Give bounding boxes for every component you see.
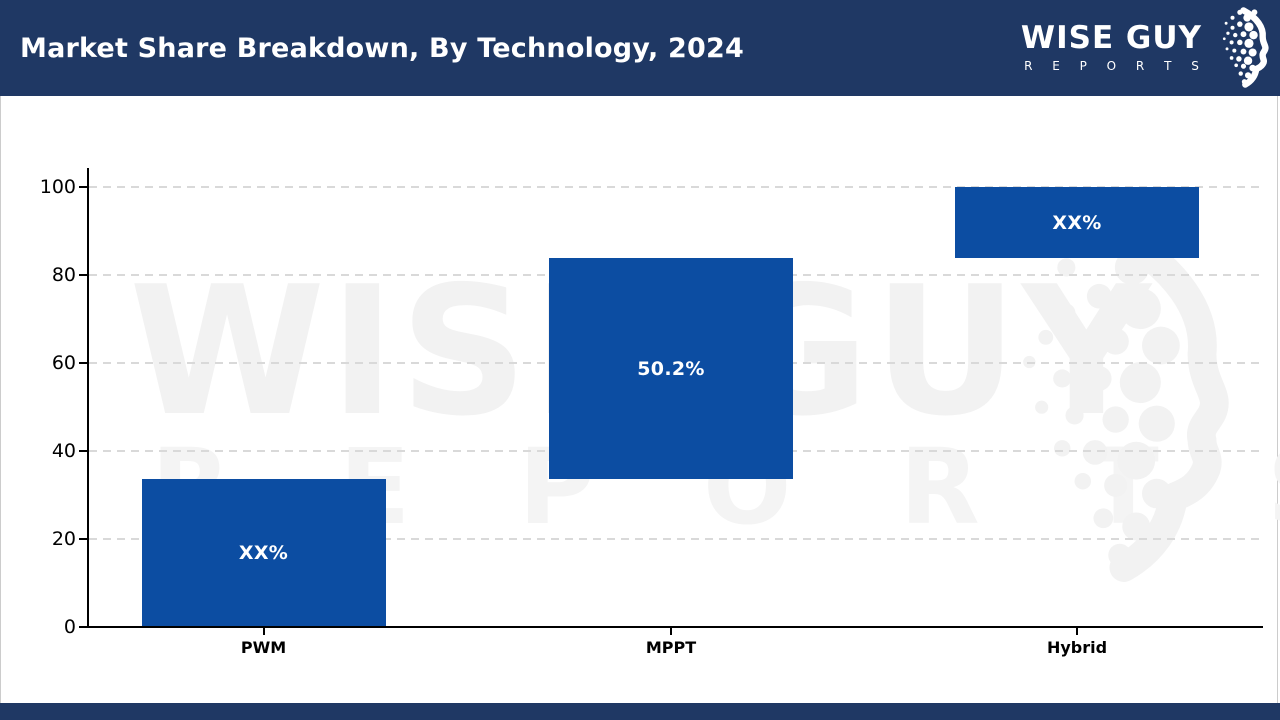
header-bar: Market Share Breakdown, By Technology, 2… bbox=[0, 0, 1280, 96]
x-axis-category-label: PWM bbox=[240, 638, 287, 657]
bar-pwm: XX% bbox=[141, 479, 386, 627]
x-axis-category-label: MPPT bbox=[645, 638, 697, 657]
y-tick-mark bbox=[79, 274, 87, 276]
y-axis-tick-label: 20 bbox=[51, 528, 76, 550]
y-axis-tick-label: 60 bbox=[51, 352, 76, 374]
y-tick-mark bbox=[79, 362, 87, 364]
footer-bar bbox=[0, 703, 1280, 720]
x-axis-line bbox=[87, 626, 1263, 628]
bar-value-label: XX% bbox=[238, 542, 289, 565]
y-axis-tick-label: 100 bbox=[39, 176, 76, 198]
x-axis-category-label: Hybrid bbox=[1046, 638, 1108, 657]
y-tick-mark bbox=[79, 538, 87, 540]
x-tick-mark bbox=[1076, 627, 1078, 635]
bar-hybrid: XX% bbox=[955, 187, 1199, 259]
y-tick-mark bbox=[79, 626, 87, 628]
x-tick-mark bbox=[670, 627, 672, 635]
y-axis-tick-label: 80 bbox=[51, 264, 76, 286]
y-axis-tick-label: 40 bbox=[51, 440, 76, 462]
y-tick-mark bbox=[79, 186, 87, 188]
gridline-20 bbox=[89, 538, 1262, 540]
watermark-face-icon bbox=[946, 214, 1236, 584]
y-tick-mark bbox=[79, 450, 87, 452]
brand-name: WISE GUY bbox=[1020, 19, 1202, 56]
brand-logo: WISE GUY R E P O R T S bbox=[1021, 5, 1270, 89]
y-axis-tick-label: 0 bbox=[63, 616, 76, 638]
page-title: Market Share Breakdown, By Technology, 2… bbox=[20, 32, 745, 64]
bar-mppt: 50.2% bbox=[549, 258, 793, 480]
x-tick-mark bbox=[262, 627, 265, 635]
brand-logo-text: WISE GUY R E P O R T S bbox=[1020, 19, 1202, 72]
brand-tagline: R E P O R T S bbox=[1024, 58, 1207, 73]
bar-value-label: XX% bbox=[1052, 211, 1102, 234]
wise-guy-face-icon bbox=[1206, 5, 1270, 89]
bar-value-label: 50.2% bbox=[637, 357, 705, 380]
y-axis-line bbox=[87, 168, 89, 628]
gridline-100 bbox=[89, 186, 1262, 188]
